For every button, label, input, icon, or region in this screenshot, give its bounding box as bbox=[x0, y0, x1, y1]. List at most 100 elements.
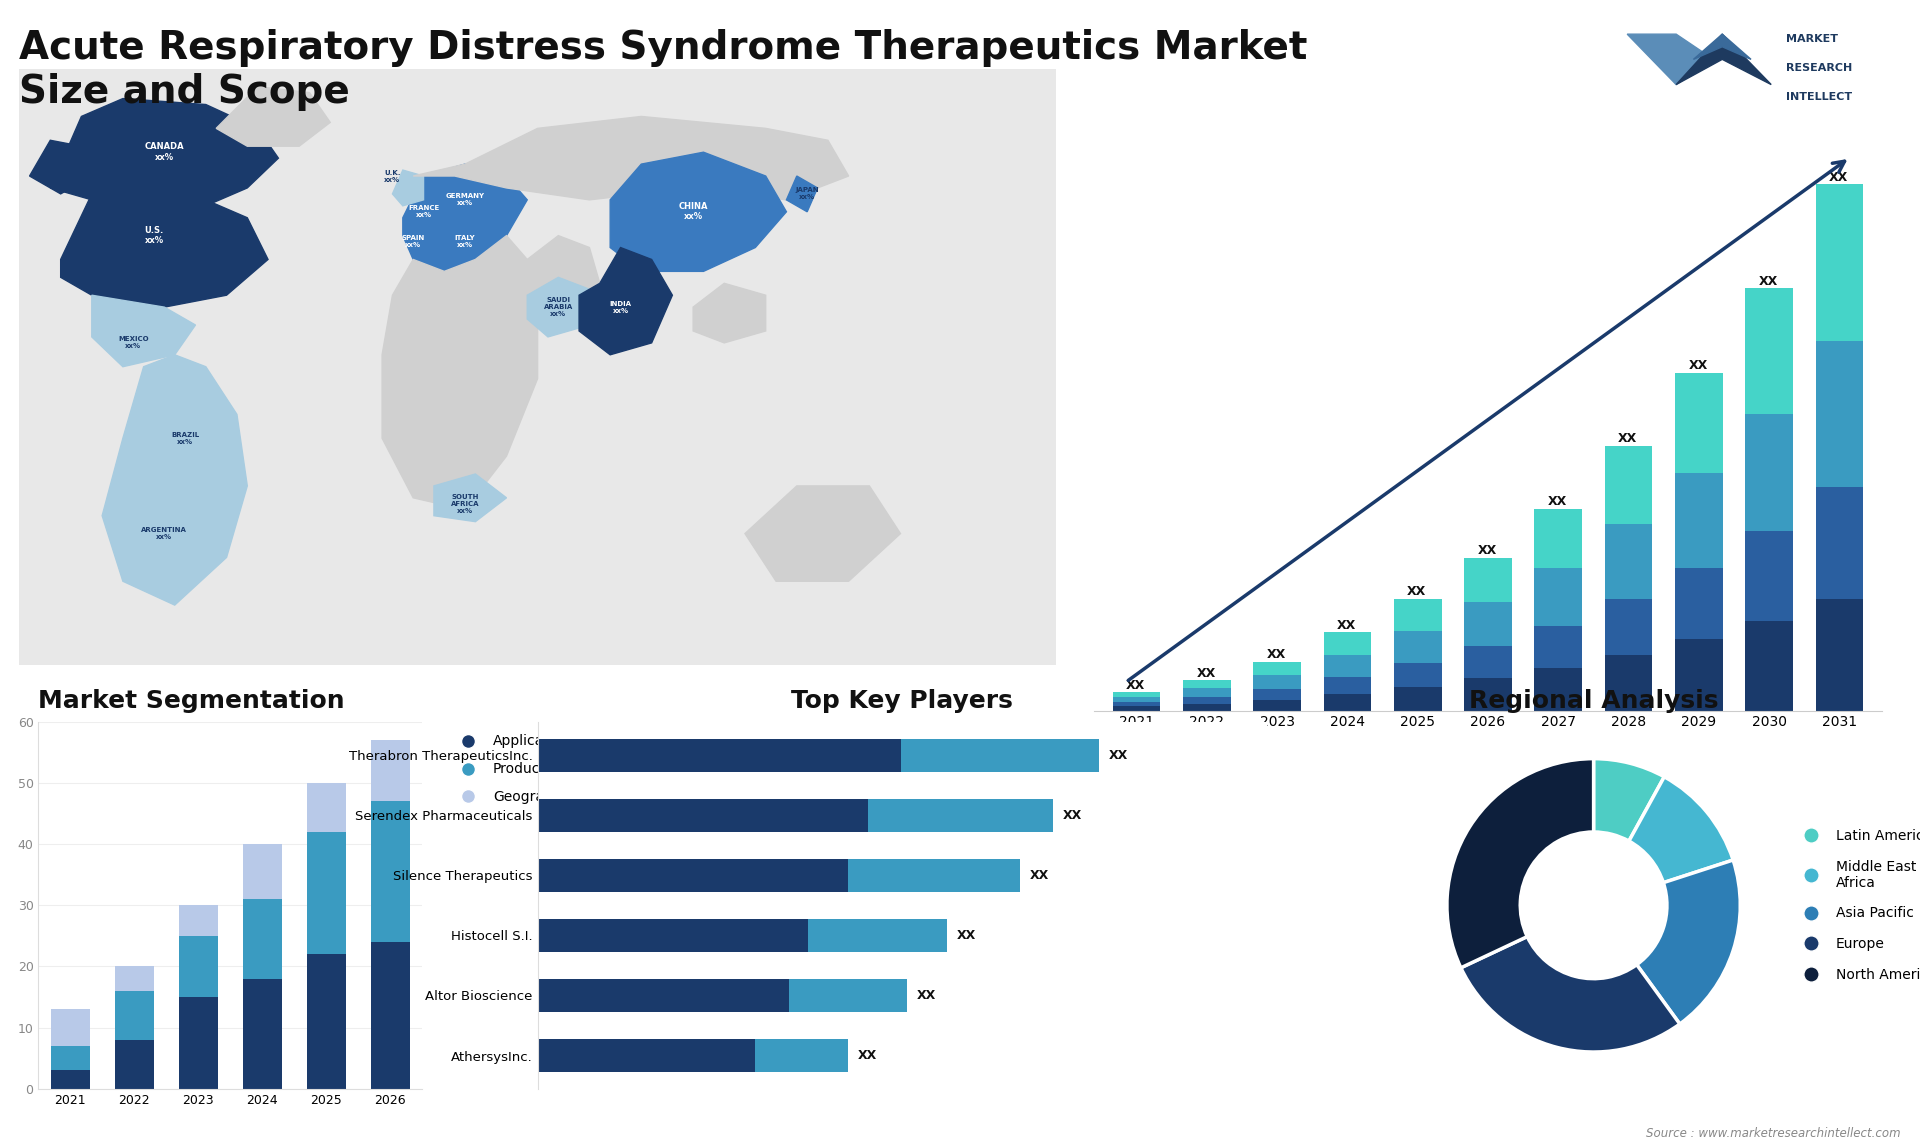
Text: CHINA
xx%: CHINA xx% bbox=[678, 202, 708, 221]
Bar bbox=[179, 905, 217, 936]
Bar bbox=[789, 979, 908, 1012]
Text: INTELLECT: INTELLECT bbox=[1786, 92, 1851, 102]
Bar bbox=[52, 1046, 90, 1070]
Wedge shape bbox=[1636, 860, 1740, 1025]
Bar bbox=[115, 966, 154, 991]
Text: U.K.
xx%: U.K. xx% bbox=[384, 170, 401, 182]
Bar bbox=[1534, 668, 1582, 711]
Text: MEXICO
xx%: MEXICO xx% bbox=[117, 337, 148, 350]
Text: XX: XX bbox=[1548, 495, 1567, 508]
Polygon shape bbox=[745, 486, 900, 581]
Bar bbox=[1674, 639, 1722, 711]
Bar bbox=[179, 936, 217, 997]
Bar bbox=[1114, 697, 1160, 702]
Text: INDIA
xx%: INDIA xx% bbox=[609, 300, 632, 314]
Text: SOUTH
AFRICA
xx%: SOUTH AFRICA xx% bbox=[451, 494, 480, 513]
Bar bbox=[1674, 473, 1722, 568]
Polygon shape bbox=[382, 236, 538, 510]
Polygon shape bbox=[528, 236, 599, 319]
Text: Acute Respiratory Distress Syndrome Therapeutics Market
Size and Scope: Acute Respiratory Distress Syndrome Ther… bbox=[19, 29, 1308, 111]
Bar bbox=[538, 979, 789, 1012]
Text: RESEARCH: RESEARCH bbox=[1786, 63, 1853, 73]
Bar bbox=[849, 858, 1020, 892]
Polygon shape bbox=[528, 277, 589, 337]
Text: XX: XX bbox=[1407, 586, 1427, 598]
Text: U.S.
xx%: U.S. xx% bbox=[144, 226, 163, 245]
Bar bbox=[1465, 678, 1511, 711]
Text: XX: XX bbox=[1478, 544, 1498, 557]
Title: Regional Analysis: Regional Analysis bbox=[1469, 689, 1718, 713]
Bar bbox=[1745, 621, 1793, 711]
Bar bbox=[1323, 676, 1371, 693]
Bar bbox=[52, 1070, 90, 1089]
Text: ITALY
xx%: ITALY xx% bbox=[455, 235, 476, 248]
Bar bbox=[1465, 602, 1511, 646]
Bar bbox=[1465, 558, 1511, 602]
Polygon shape bbox=[29, 140, 92, 194]
Polygon shape bbox=[787, 176, 818, 212]
Text: JAPAN
xx%: JAPAN xx% bbox=[795, 188, 820, 201]
Text: XX: XX bbox=[858, 1049, 877, 1062]
Wedge shape bbox=[1594, 759, 1665, 841]
Bar bbox=[1183, 689, 1231, 697]
Bar bbox=[1183, 697, 1231, 704]
Text: XX: XX bbox=[1759, 275, 1778, 288]
Bar bbox=[900, 739, 1098, 771]
Bar bbox=[1605, 446, 1653, 524]
Bar bbox=[1254, 675, 1302, 689]
Bar bbox=[1394, 686, 1442, 711]
Bar bbox=[1816, 340, 1862, 487]
Text: XX: XX bbox=[1830, 171, 1849, 185]
Bar bbox=[1254, 689, 1302, 700]
Bar bbox=[1114, 692, 1160, 697]
Wedge shape bbox=[1448, 759, 1594, 967]
Text: Source : www.marketresearchintellect.com: Source : www.marketresearchintellect.com bbox=[1645, 1128, 1901, 1140]
Polygon shape bbox=[434, 474, 507, 521]
Text: SAUDI
ARABIA
xx%: SAUDI ARABIA xx% bbox=[543, 297, 572, 317]
Bar bbox=[1394, 664, 1442, 686]
Bar bbox=[1394, 630, 1442, 664]
Polygon shape bbox=[1676, 34, 1770, 85]
Legend: Application, Product, Geography: Application, Product, Geography bbox=[449, 729, 576, 810]
Polygon shape bbox=[392, 170, 424, 206]
Bar bbox=[115, 1039, 154, 1089]
Polygon shape bbox=[102, 355, 248, 605]
Bar bbox=[307, 955, 346, 1089]
Wedge shape bbox=[1628, 777, 1734, 882]
Bar bbox=[1254, 700, 1302, 711]
Polygon shape bbox=[50, 99, 278, 212]
Polygon shape bbox=[92, 296, 196, 367]
Bar bbox=[1605, 598, 1653, 654]
Bar bbox=[1745, 531, 1793, 621]
Bar bbox=[1745, 288, 1793, 414]
Bar bbox=[1254, 661, 1302, 675]
Bar bbox=[755, 1039, 849, 1072]
Text: ARGENTINA
xx%: ARGENTINA xx% bbox=[142, 527, 188, 540]
Bar bbox=[244, 845, 282, 900]
Bar bbox=[538, 858, 849, 892]
Bar bbox=[1394, 598, 1442, 630]
Bar bbox=[1183, 704, 1231, 711]
Polygon shape bbox=[1628, 34, 1713, 85]
Text: GERMANY
xx%: GERMANY xx% bbox=[445, 194, 484, 206]
Bar bbox=[371, 801, 409, 942]
Bar bbox=[868, 799, 1052, 832]
Bar bbox=[1816, 487, 1862, 598]
Text: XX: XX bbox=[1125, 678, 1144, 692]
Text: Market Segmentation: Market Segmentation bbox=[38, 689, 346, 713]
Bar bbox=[307, 832, 346, 955]
Text: XX: XX bbox=[1196, 667, 1215, 680]
Bar bbox=[1465, 646, 1511, 678]
Bar bbox=[1605, 654, 1653, 711]
Text: SPAIN
xx%: SPAIN xx% bbox=[401, 235, 424, 248]
Text: XX: XX bbox=[1062, 809, 1081, 822]
Polygon shape bbox=[1693, 34, 1751, 60]
Text: XX: XX bbox=[1336, 619, 1356, 633]
Bar bbox=[1534, 568, 1582, 626]
Bar bbox=[1323, 654, 1371, 676]
Legend: Latin America, Middle East &
Africa, Asia Pacific, Europe, North America: Latin America, Middle East & Africa, Asi… bbox=[1791, 823, 1920, 988]
Text: BRAZIL
xx%: BRAZIL xx% bbox=[171, 432, 200, 445]
Bar bbox=[808, 919, 947, 952]
Bar bbox=[1114, 706, 1160, 711]
Text: XX: XX bbox=[918, 989, 937, 1002]
